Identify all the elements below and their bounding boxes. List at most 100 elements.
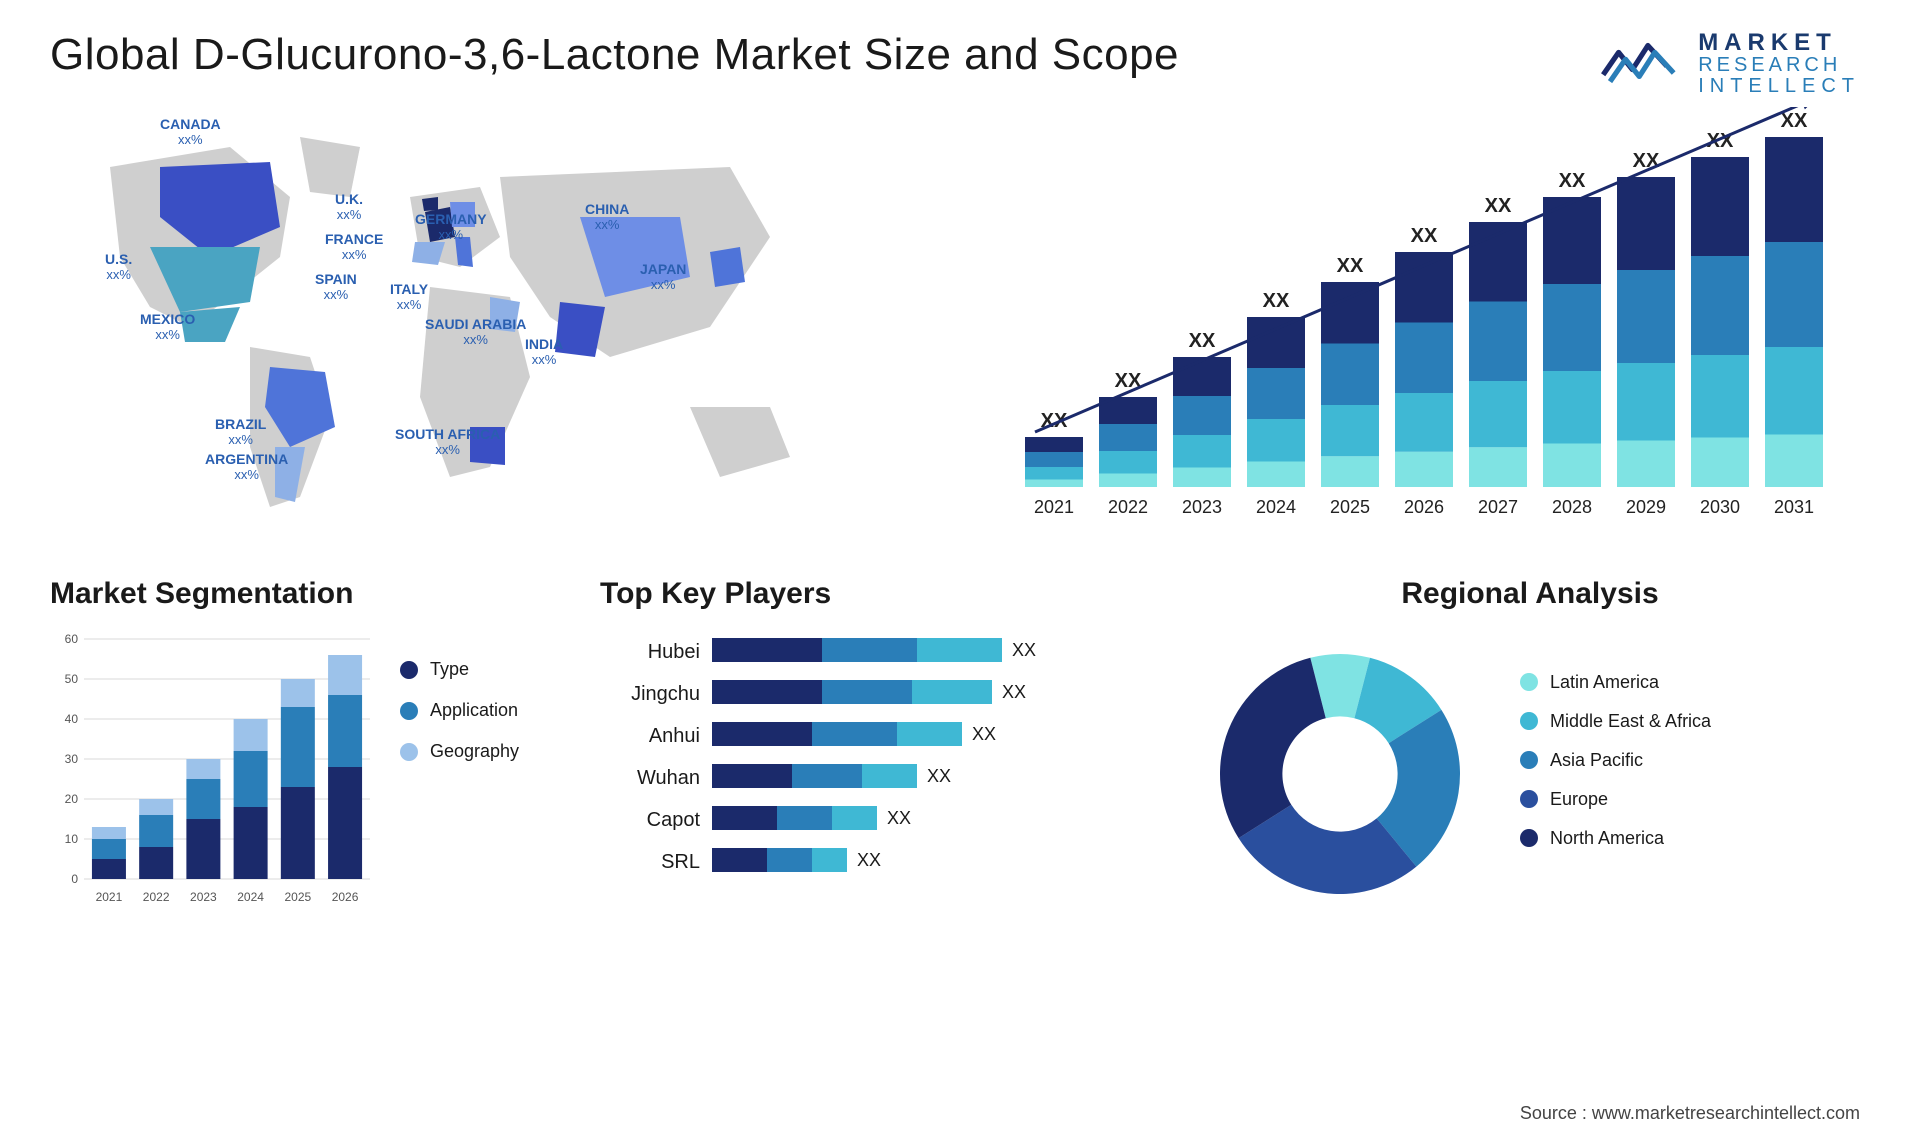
page-title: Global D-Glucurono-3,6-Lactone Market Si… [50,30,1179,80]
svg-text:60: 60 [65,632,79,646]
svg-text:XX: XX [1189,330,1216,352]
regional-panel: Regional Analysis Latin AmericaMiddle Ea… [1190,577,1870,909]
player-bar-segment [712,680,822,704]
player-row: XX [712,629,1160,671]
player-bar-segment [712,848,767,872]
player-bar-segment [822,638,917,662]
players-labels: HubeiJingchuAnhuiWuhanCapotSRL [600,629,700,883]
brand-line-2: RESEARCH [1698,55,1860,76]
svg-text:XX: XX [1485,195,1512,217]
player-bar-segment [712,806,777,830]
player-bar-segment [822,680,912,704]
svg-text:2024: 2024 [1256,497,1296,517]
map-label-brazil: BRAZILxx% [215,417,266,447]
svg-text:2023: 2023 [190,890,217,904]
player-bar-segment [712,638,822,662]
players-bars: XX XX XX XX XX XX [712,629,1160,881]
player-bar-segment [812,848,847,872]
player-bar-segment [912,680,992,704]
map-label-canada: CANADAxx% [160,117,221,147]
player-value: XX [1002,682,1026,703]
regional-legend: Latin AmericaMiddle East & AfricaAsia Pa… [1520,672,1711,867]
legend-swatch [400,702,418,720]
svg-text:30: 30 [65,752,79,766]
key-players-title: Top Key Players [600,577,1160,611]
player-bar-segment [792,764,862,788]
legend-swatch [1520,751,1538,769]
brand-icon [1598,34,1684,93]
player-bar [712,848,847,872]
player-bar-segment [712,764,792,788]
svg-text:40: 40 [65,712,79,726]
svg-text:20: 20 [65,792,79,806]
legend-swatch [1520,673,1538,691]
map-label-mexico: MEXICOxx% [140,312,195,342]
player-label: Jingchu [600,673,700,715]
segmentation-panel: Market Segmentation 0 10 20 30 40 50 60 2021 202… [50,577,570,909]
segmentation-legend-item: Type [400,659,519,680]
legend-label: North America [1550,828,1664,849]
player-bar [712,638,1002,662]
player-bar-segment [897,722,962,746]
regional-title: Regional Analysis [1190,577,1870,611]
svg-text:2021: 2021 [96,890,123,904]
segmentation-chart: 0 10 20 30 40 50 60 2021 2022 2023 2024 2025 2026 [50,629,380,909]
legend-swatch [1520,790,1538,808]
player-label: Hubei [600,631,700,673]
map-label-germany: GERMANYxx% [415,212,487,242]
player-row: XX [712,671,1160,713]
key-players-panel: Top Key Players HubeiJingchuAnhuiWuhanCa… [600,577,1160,909]
player-row: XX [712,797,1160,839]
svg-text:2022: 2022 [143,890,170,904]
player-label: SRL [600,841,700,883]
player-value: XX [972,724,996,745]
legend-swatch [1520,712,1538,730]
svg-text:0: 0 [71,872,78,886]
svg-text:XX: XX [1263,290,1290,312]
regional-legend-item: Asia Pacific [1520,750,1711,771]
segmentation-legend: Type Application Geography [400,629,519,909]
svg-text:10: 10 [65,832,79,846]
player-value: XX [927,766,951,787]
regional-legend-item: Europe [1520,789,1711,810]
svg-text:2026: 2026 [332,890,359,904]
svg-text:2030: 2030 [1700,497,1740,517]
segmentation-title: Market Segmentation [50,577,570,611]
svg-text:2022: 2022 [1108,497,1148,517]
svg-text:2027: 2027 [1478,497,1518,517]
segmentation-legend-item: Geography [400,741,519,762]
player-bar [712,764,917,788]
player-label: Anhui [600,715,700,757]
player-value: XX [857,850,881,871]
svg-text:50: 50 [65,672,79,686]
player-label: Wuhan [600,757,700,799]
legend-label: Application [430,700,518,721]
player-bar-segment [767,848,812,872]
map-label-south-africa: SOUTH AFRICAxx% [395,427,500,457]
legend-label: Latin America [1550,672,1659,693]
player-label: Capot [600,799,700,841]
map-label-france: FRANCExx% [325,232,383,262]
legend-swatch [400,743,418,761]
segmentation-legend-item: Application [400,700,519,721]
player-bar [712,806,877,830]
brand-line-1: MARKET [1698,30,1860,55]
player-value: XX [887,808,911,829]
player-bar [712,680,992,704]
svg-text:2021: 2021 [1034,497,1074,517]
player-row: XX [712,755,1160,797]
player-bar [712,722,962,746]
map-label-u-s-: U.S.xx% [105,252,132,282]
svg-text:2025: 2025 [284,890,311,904]
svg-text:XX: XX [1633,150,1660,172]
svg-text:XX: XX [1337,255,1364,277]
legend-label: Europe [1550,789,1608,810]
forecast-chart: XX2021XX2022XX2023XX2024XX2025XX2026XX20… [990,107,1870,527]
regional-legend-item: Latin America [1520,672,1711,693]
player-bar-segment [917,638,1002,662]
map-label-china: CHINAxx% [585,202,629,232]
svg-text:XX: XX [1781,110,1808,132]
map-label-argentina: ARGENTINAxx% [205,452,288,482]
svg-text:2024: 2024 [237,890,264,904]
regional-donut [1190,629,1490,909]
